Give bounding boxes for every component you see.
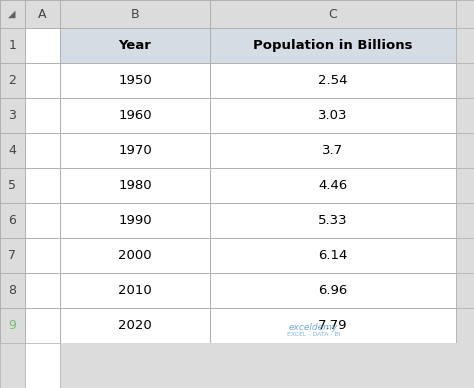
Bar — [210, 168, 456, 203]
Bar — [25, 273, 60, 308]
Bar — [210, 203, 456, 238]
Text: Population in Billions: Population in Billions — [253, 39, 413, 52]
Bar — [0, 308, 25, 343]
Text: 9: 9 — [9, 319, 17, 332]
Text: 6.14: 6.14 — [319, 249, 348, 262]
Bar — [210, 28, 456, 63]
Text: 6: 6 — [9, 214, 17, 227]
Bar — [210, 308, 456, 343]
Bar — [25, 98, 60, 133]
Bar — [25, 343, 60, 388]
Text: 1970: 1970 — [118, 144, 152, 157]
Bar — [0, 343, 25, 388]
Bar — [60, 28, 210, 63]
Text: 2000: 2000 — [118, 249, 152, 262]
Text: Year: Year — [118, 39, 151, 52]
Bar — [456, 273, 474, 308]
Text: ◢: ◢ — [8, 9, 15, 19]
Text: 3: 3 — [9, 109, 17, 122]
Bar — [456, 63, 474, 98]
Bar — [60, 133, 210, 168]
Bar — [0, 273, 25, 308]
Text: EXCEL · DATA · BI: EXCEL · DATA · BI — [286, 333, 340, 338]
Bar — [60, 273, 210, 308]
Bar — [210, 63, 456, 98]
Text: 5: 5 — [9, 179, 17, 192]
Bar — [25, 203, 60, 238]
Bar — [456, 98, 474, 133]
Bar — [60, 98, 210, 133]
Bar — [0, 28, 25, 63]
Text: exceldemy: exceldemy — [289, 322, 338, 331]
Text: 4.46: 4.46 — [319, 179, 347, 192]
Bar — [25, 168, 60, 203]
Bar — [25, 308, 60, 343]
Text: 1990: 1990 — [118, 214, 152, 227]
Bar — [456, 168, 474, 203]
Bar — [25, 0, 60, 28]
Bar — [0, 0, 474, 28]
Bar — [0, 133, 25, 168]
Text: 8: 8 — [9, 284, 17, 297]
Text: 2.54: 2.54 — [318, 74, 348, 87]
Bar — [60, 308, 210, 343]
Bar — [0, 0, 25, 28]
Bar — [0, 203, 25, 238]
Bar — [456, 203, 474, 238]
Bar — [210, 273, 456, 308]
Text: 1980: 1980 — [118, 179, 152, 192]
Text: 2010: 2010 — [118, 284, 152, 297]
Text: A: A — [38, 7, 47, 21]
Bar — [60, 0, 210, 28]
Bar — [0, 343, 474, 388]
Text: B: B — [131, 7, 139, 21]
Bar — [0, 168, 25, 203]
Text: 5.33: 5.33 — [318, 214, 348, 227]
Bar — [60, 238, 210, 273]
Text: 2: 2 — [9, 74, 17, 87]
Bar — [210, 98, 456, 133]
Bar — [60, 168, 210, 203]
Bar — [456, 28, 474, 63]
Bar — [210, 238, 456, 273]
Text: 7.79: 7.79 — [318, 319, 348, 332]
Text: 3.7: 3.7 — [322, 144, 344, 157]
Text: 1950: 1950 — [118, 74, 152, 87]
Bar — [60, 63, 210, 98]
Bar — [456, 0, 474, 28]
Text: 7: 7 — [9, 249, 17, 262]
Text: 1: 1 — [9, 39, 17, 52]
Bar — [25, 63, 60, 98]
Text: C: C — [328, 7, 337, 21]
Bar — [0, 63, 25, 98]
Bar — [0, 238, 25, 273]
Text: 2020: 2020 — [118, 319, 152, 332]
Bar — [210, 0, 456, 28]
Text: 6.96: 6.96 — [319, 284, 347, 297]
Text: 3.03: 3.03 — [318, 109, 348, 122]
Text: 4: 4 — [9, 144, 17, 157]
Text: 1960: 1960 — [118, 109, 152, 122]
Bar — [25, 28, 60, 63]
Bar — [25, 133, 60, 168]
Bar — [456, 238, 474, 273]
Bar — [456, 308, 474, 343]
Bar — [210, 133, 456, 168]
Bar — [25, 238, 60, 273]
Bar — [0, 98, 25, 133]
Bar — [456, 133, 474, 168]
Bar — [60, 203, 210, 238]
